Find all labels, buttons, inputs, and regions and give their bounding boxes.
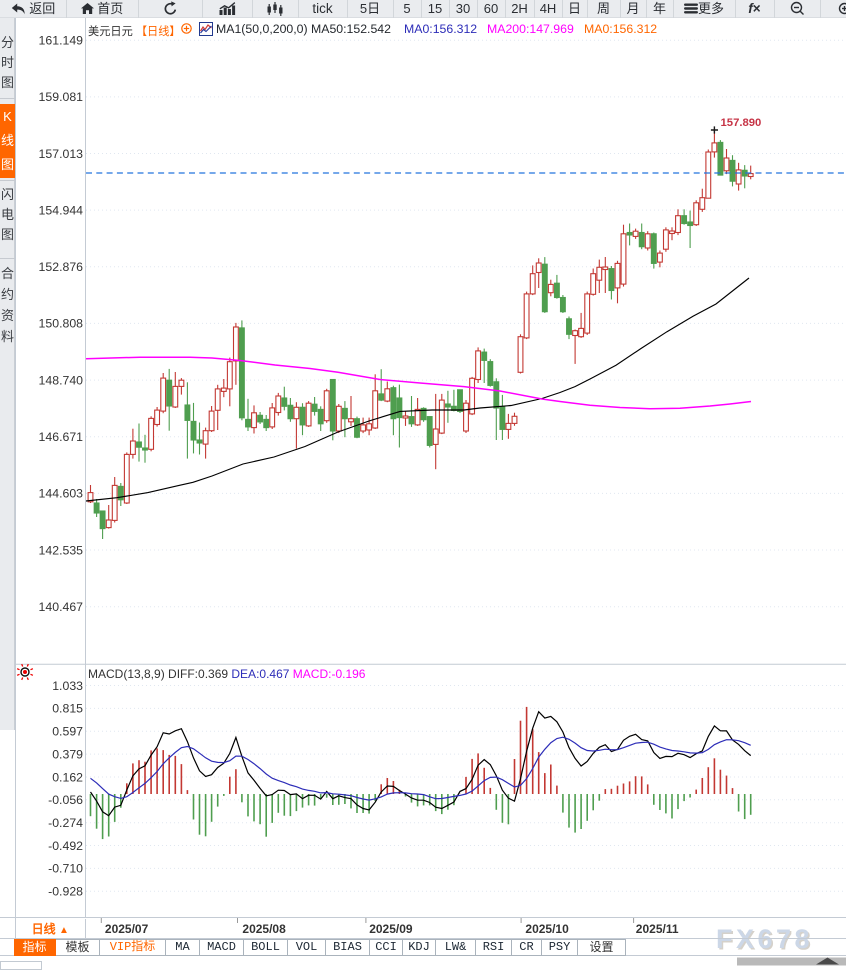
svg-text:2025/11: 2025/11 <box>636 922 679 936</box>
svg-text:2025/10: 2025/10 <box>525 922 569 936</box>
svg-text:146.671: 146.671 <box>39 430 84 444</box>
svg-text:144.603: 144.603 <box>39 487 84 501</box>
svg-text:2025/07: 2025/07 <box>105 922 149 936</box>
svg-text:0.379: 0.379 <box>52 747 83 761</box>
svg-text:154.944: 154.944 <box>39 203 84 217</box>
svg-text:-0.928: -0.928 <box>48 885 83 899</box>
svg-text:159.081: 159.081 <box>39 90 84 104</box>
svg-text:152.876: 152.876 <box>39 260 84 274</box>
svg-text:FX678: FX678 <box>718 926 815 956</box>
svg-text:142.535: 142.535 <box>39 543 84 557</box>
svg-text:157.890: 157.890 <box>721 117 762 129</box>
svg-text:-0.710: -0.710 <box>48 862 83 876</box>
svg-text:2025/08: 2025/08 <box>242 922 286 936</box>
svg-text:-0.274: -0.274 <box>48 816 83 830</box>
svg-text:161.149: 161.149 <box>39 34 84 48</box>
svg-text:140.467: 140.467 <box>39 600 84 614</box>
svg-text:-0.056: -0.056 <box>48 793 83 807</box>
svg-text:1.033: 1.033 <box>52 679 83 693</box>
svg-text:0.597: 0.597 <box>52 725 83 739</box>
svg-text:0.162: 0.162 <box>52 770 83 784</box>
svg-text:157.013: 157.013 <box>39 147 84 161</box>
svg-text:0.815: 0.815 <box>52 702 83 716</box>
svg-text:-0.492: -0.492 <box>48 839 83 853</box>
svg-text:148.740: 148.740 <box>39 373 84 387</box>
svg-text:2025/09: 2025/09 <box>369 922 413 936</box>
svg-text:150.808: 150.808 <box>39 317 84 331</box>
